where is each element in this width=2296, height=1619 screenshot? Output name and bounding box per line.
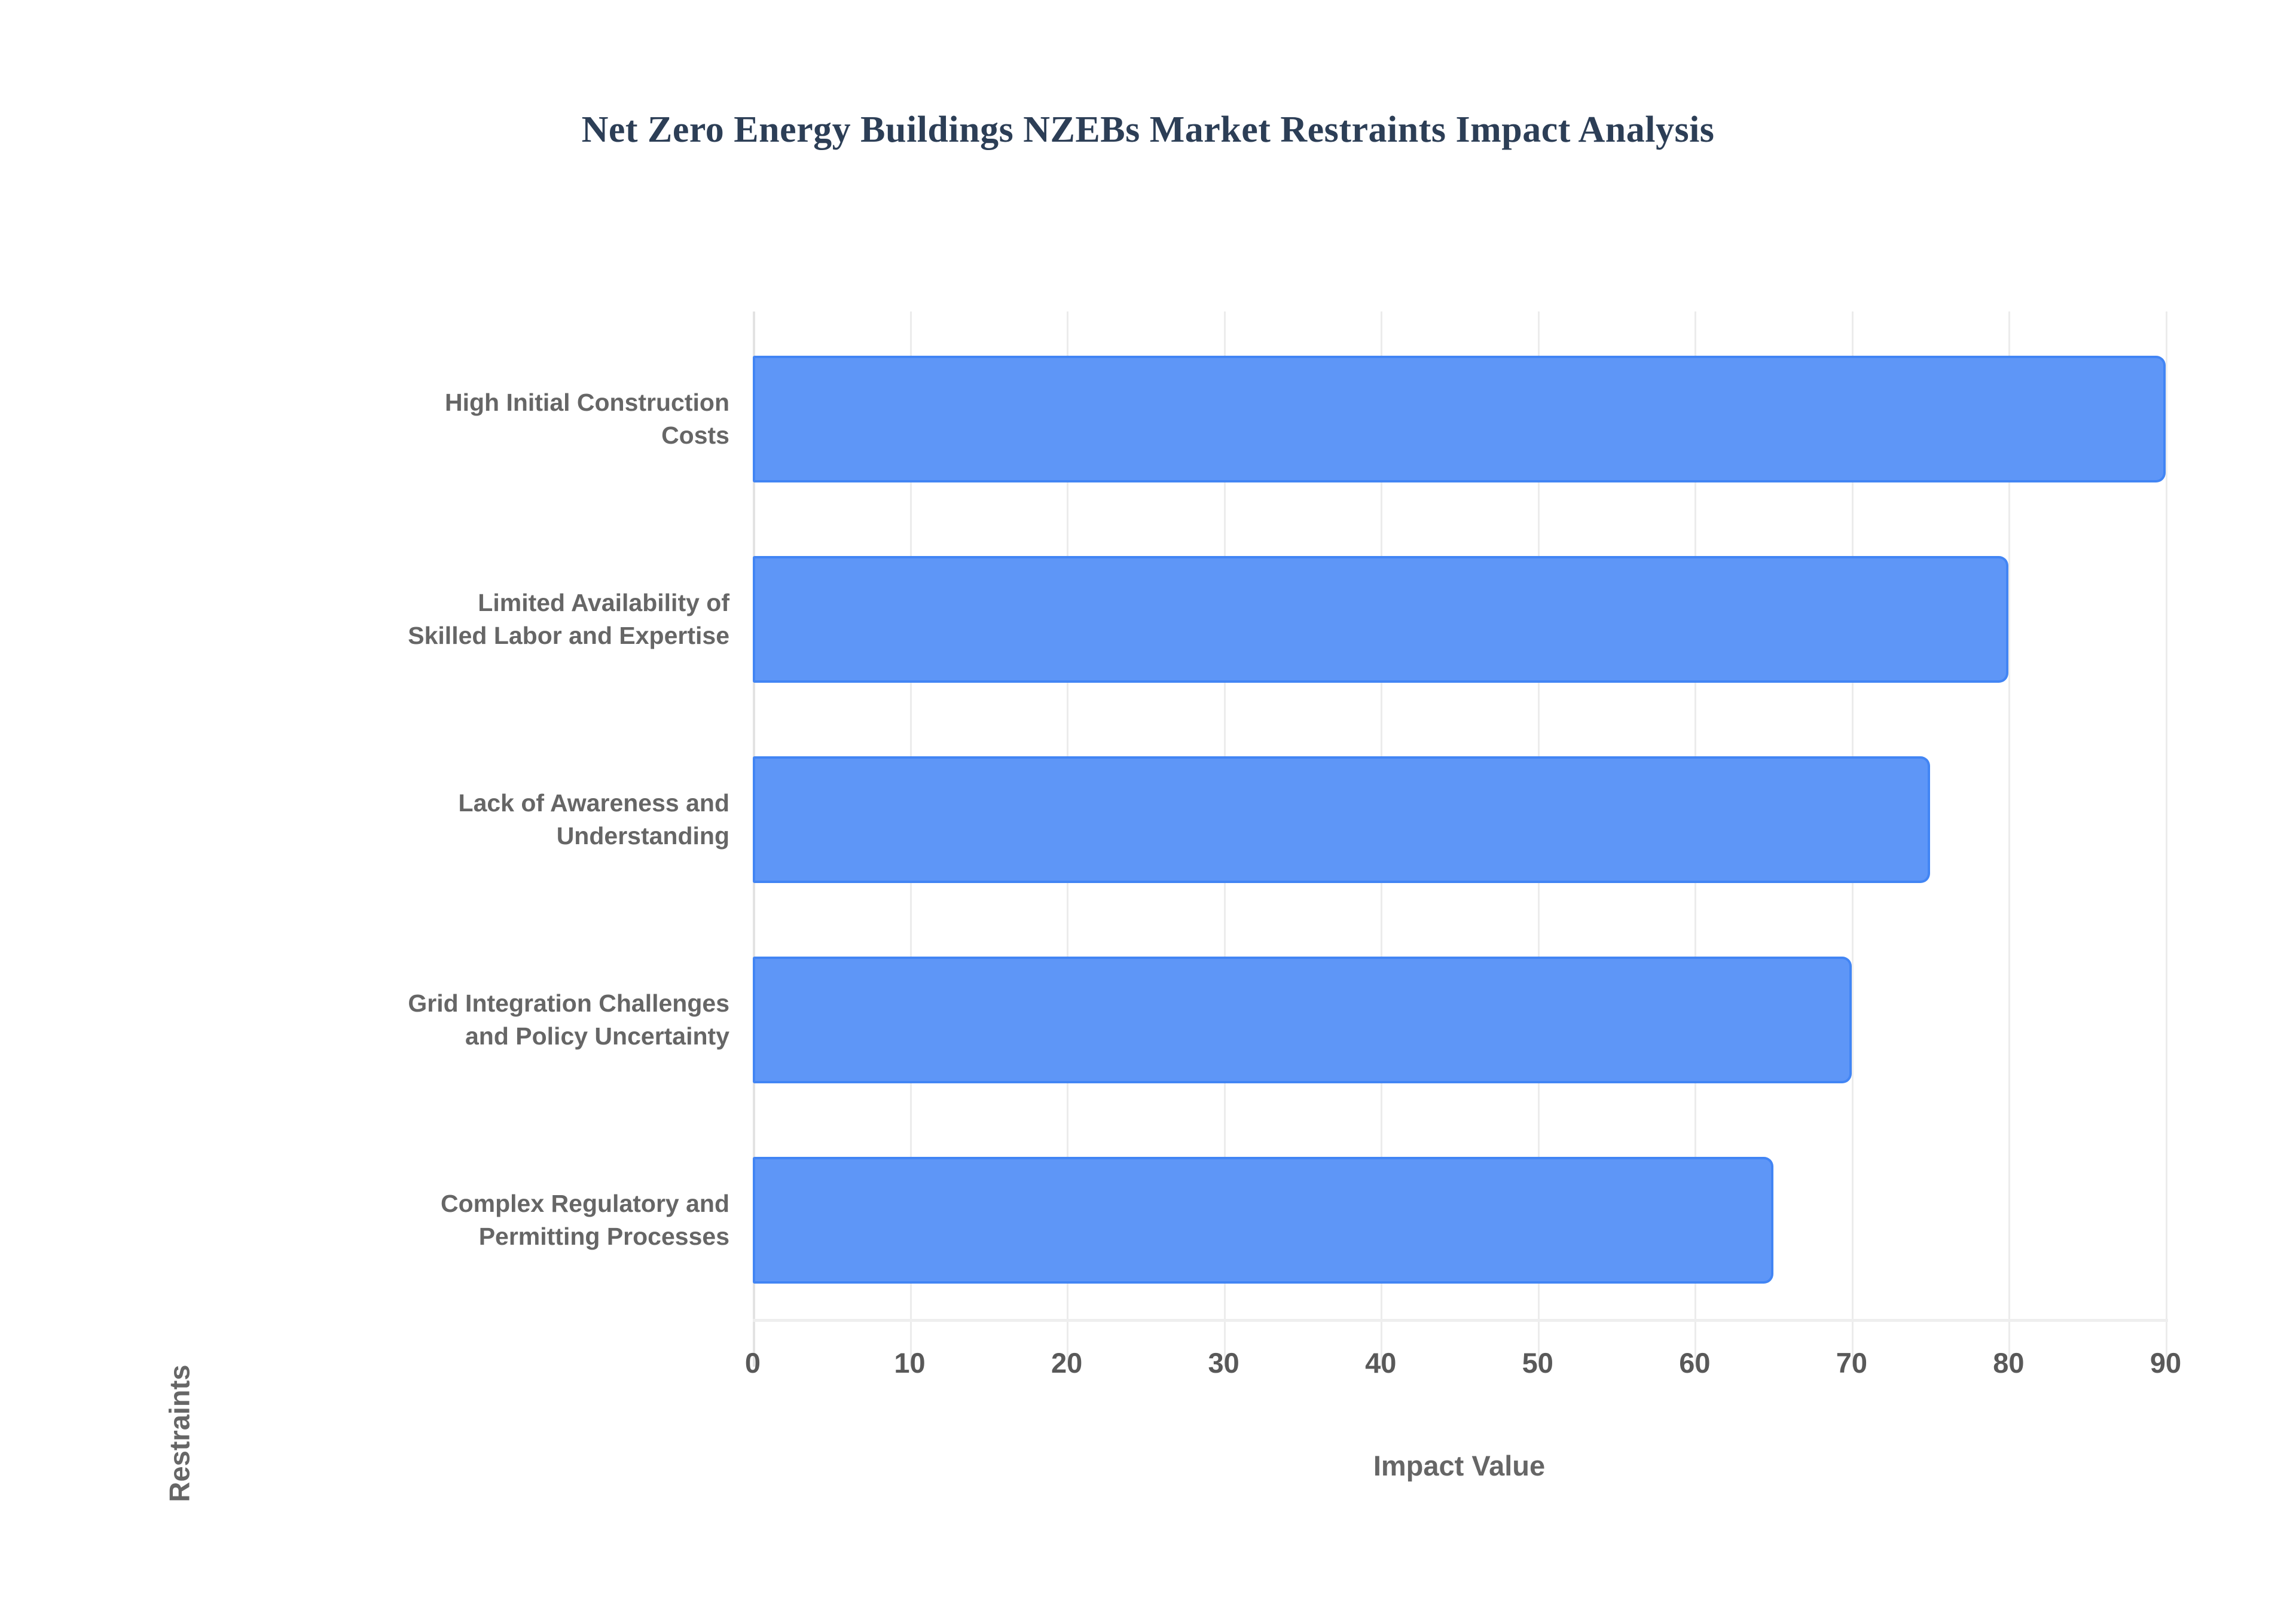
y-tick-label-text: Complex Regulatory and Permitting Process…	[441, 1190, 729, 1250]
x-axis-tick-labels: 0 10 20 30 40 50 60 70 80 90	[745, 1346, 2181, 1388]
bar-3[interactable]	[753, 956, 1852, 1083]
chart-figure: Net Zero Energy Buildings NZEBs Market R…	[0, 109, 2182, 1502]
y-tick-label-4: Complex Regulatory and Permitting Process…	[197, 1120, 729, 1320]
x-tick-label-70: 70	[1836, 1347, 1868, 1379]
x-tick-label-50: 50	[1522, 1347, 1553, 1379]
y-axis-title: Restraints	[163, 1364, 196, 1502]
x-tick-label-10: 10	[894, 1347, 926, 1379]
y-axis-title-wrap: Restraints	[0, 705, 365, 1502]
x-tick-label-0: 0	[744, 1347, 761, 1379]
bar-band	[753, 319, 2166, 519]
y-tick-label-3: Grid Integration Challenges and Policy Un…	[197, 920, 729, 1120]
plot-area	[753, 311, 2167, 1367]
bar-band	[753, 920, 2166, 1120]
bar-band	[753, 1120, 2166, 1320]
x-tick-label-80: 80	[1993, 1347, 2025, 1379]
x-tick-label-20: 20	[1051, 1347, 1083, 1379]
y-axis-tick-labels: High Initial Construction Costs Limited Av…	[197, 319, 729, 1320]
y-tick-label-2: Lack of Awareness and Understanding	[197, 719, 729, 920]
x-tick-label-60: 60	[1679, 1347, 1711, 1379]
page-title: Net Zero Energy Buildings NZEBs Market R…	[581, 109, 1715, 150]
bar-4[interactable]	[753, 1156, 1773, 1284]
x-tick-label-90: 90	[2150, 1347, 2182, 1379]
x-axis-baseline	[753, 1319, 2168, 1322]
x-axis-title: Impact Value	[1373, 1450, 1546, 1481]
bar-band	[753, 519, 2166, 719]
y-tick-label-text: Lack of Awareness and Understanding	[458, 789, 729, 850]
x-tick-label-40: 40	[1365, 1347, 1397, 1379]
y-tick-label-text: Grid Integration Challenges and Policy Un…	[408, 989, 729, 1050]
bar-2[interactable]	[753, 756, 1931, 883]
bar-band	[753, 719, 2166, 920]
y-tick-label-text: Limited Availability of Skilled Labor and…	[408, 589, 729, 649]
y-tick-label-0: High Initial Construction Costs	[197, 319, 729, 519]
bar-0[interactable]	[753, 355, 2166, 482]
y-tick-label-text: High Initial Construction Costs	[444, 389, 729, 449]
bar-1[interactable]	[753, 555, 2009, 683]
y-tick-label-1: Limited Availability of Skilled Labor and…	[197, 519, 729, 719]
x-tick-label-30: 30	[1208, 1347, 1239, 1379]
gridline-x-80	[2008, 311, 2011, 1367]
gridline-x-90	[2166, 311, 2167, 1367]
